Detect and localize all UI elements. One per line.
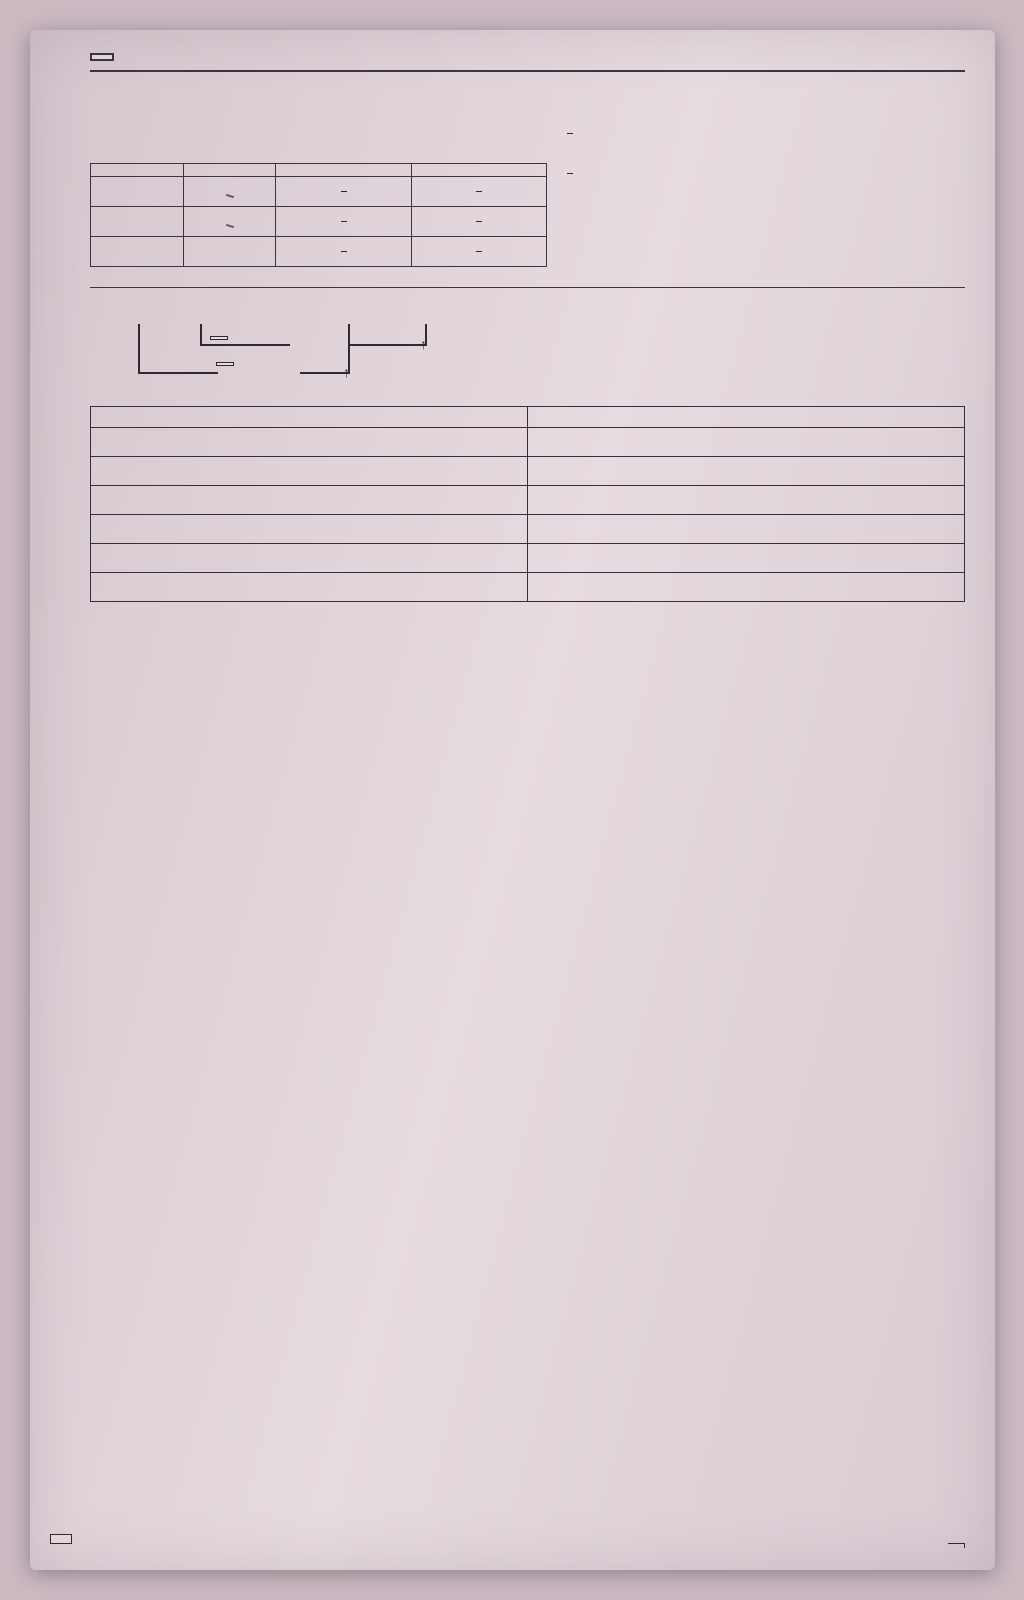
reduction-label bbox=[216, 362, 234, 366]
page-number bbox=[948, 1543, 965, 1548]
th-composition bbox=[183, 164, 276, 177]
cell-element bbox=[91, 237, 184, 267]
cell-ar bbox=[276, 177, 411, 207]
cell-sr bbox=[411, 177, 546, 207]
page-footer bbox=[50, 1534, 965, 1544]
question-1-left bbox=[90, 82, 547, 267]
table-row bbox=[91, 237, 547, 267]
cell-ox bbox=[91, 544, 528, 573]
sol-line3 bbox=[567, 124, 965, 142]
table-row bbox=[91, 486, 965, 515]
cell-ox bbox=[91, 573, 528, 602]
th-element bbox=[91, 164, 184, 177]
cell-ox bbox=[91, 486, 528, 515]
th-reduction bbox=[528, 407, 965, 428]
table-row bbox=[91, 428, 965, 457]
cell-red bbox=[528, 573, 965, 602]
cell-element bbox=[91, 207, 184, 237]
cell-ar bbox=[276, 237, 411, 267]
cell-ox bbox=[91, 515, 528, 544]
cell-red bbox=[528, 457, 965, 486]
cell-pc bbox=[183, 177, 276, 207]
question-2-block: ↑ ↑ bbox=[90, 302, 965, 602]
table-row bbox=[91, 573, 965, 602]
q1-text bbox=[90, 82, 547, 153]
cell-ar bbox=[276, 207, 411, 237]
table-row bbox=[91, 457, 965, 486]
cell-red bbox=[528, 515, 965, 544]
table-row bbox=[91, 177, 547, 207]
cell-pc bbox=[183, 237, 276, 267]
subject-header bbox=[90, 53, 114, 61]
cell-sr bbox=[411, 237, 546, 267]
cell-red bbox=[528, 544, 965, 573]
redox-table bbox=[90, 406, 965, 602]
composition-table bbox=[90, 163, 547, 267]
separator-line bbox=[90, 287, 965, 288]
th-atomic-ratio bbox=[276, 164, 411, 177]
question-1-block bbox=[90, 82, 965, 267]
redox-diagram: ↑ ↑ bbox=[90, 302, 510, 392]
cell-ox bbox=[91, 457, 528, 486]
page: ↑ ↑ bbox=[30, 30, 995, 1570]
table-row bbox=[91, 544, 965, 573]
cell-red bbox=[528, 428, 965, 457]
cell-red bbox=[528, 486, 965, 515]
question-1-solution bbox=[567, 82, 965, 267]
table-row bbox=[91, 515, 965, 544]
th-simple-ratio bbox=[411, 164, 546, 177]
th-oxidation bbox=[91, 407, 528, 428]
sol-line5 bbox=[567, 164, 965, 182]
cell-ox bbox=[91, 428, 528, 457]
cell-sr bbox=[411, 207, 546, 237]
table-row bbox=[91, 207, 547, 237]
header-rule bbox=[90, 70, 965, 72]
cell-pc bbox=[183, 207, 276, 237]
oxidation-label bbox=[210, 336, 228, 340]
footer-track-box bbox=[50, 1534, 72, 1544]
cell-element bbox=[91, 177, 184, 207]
